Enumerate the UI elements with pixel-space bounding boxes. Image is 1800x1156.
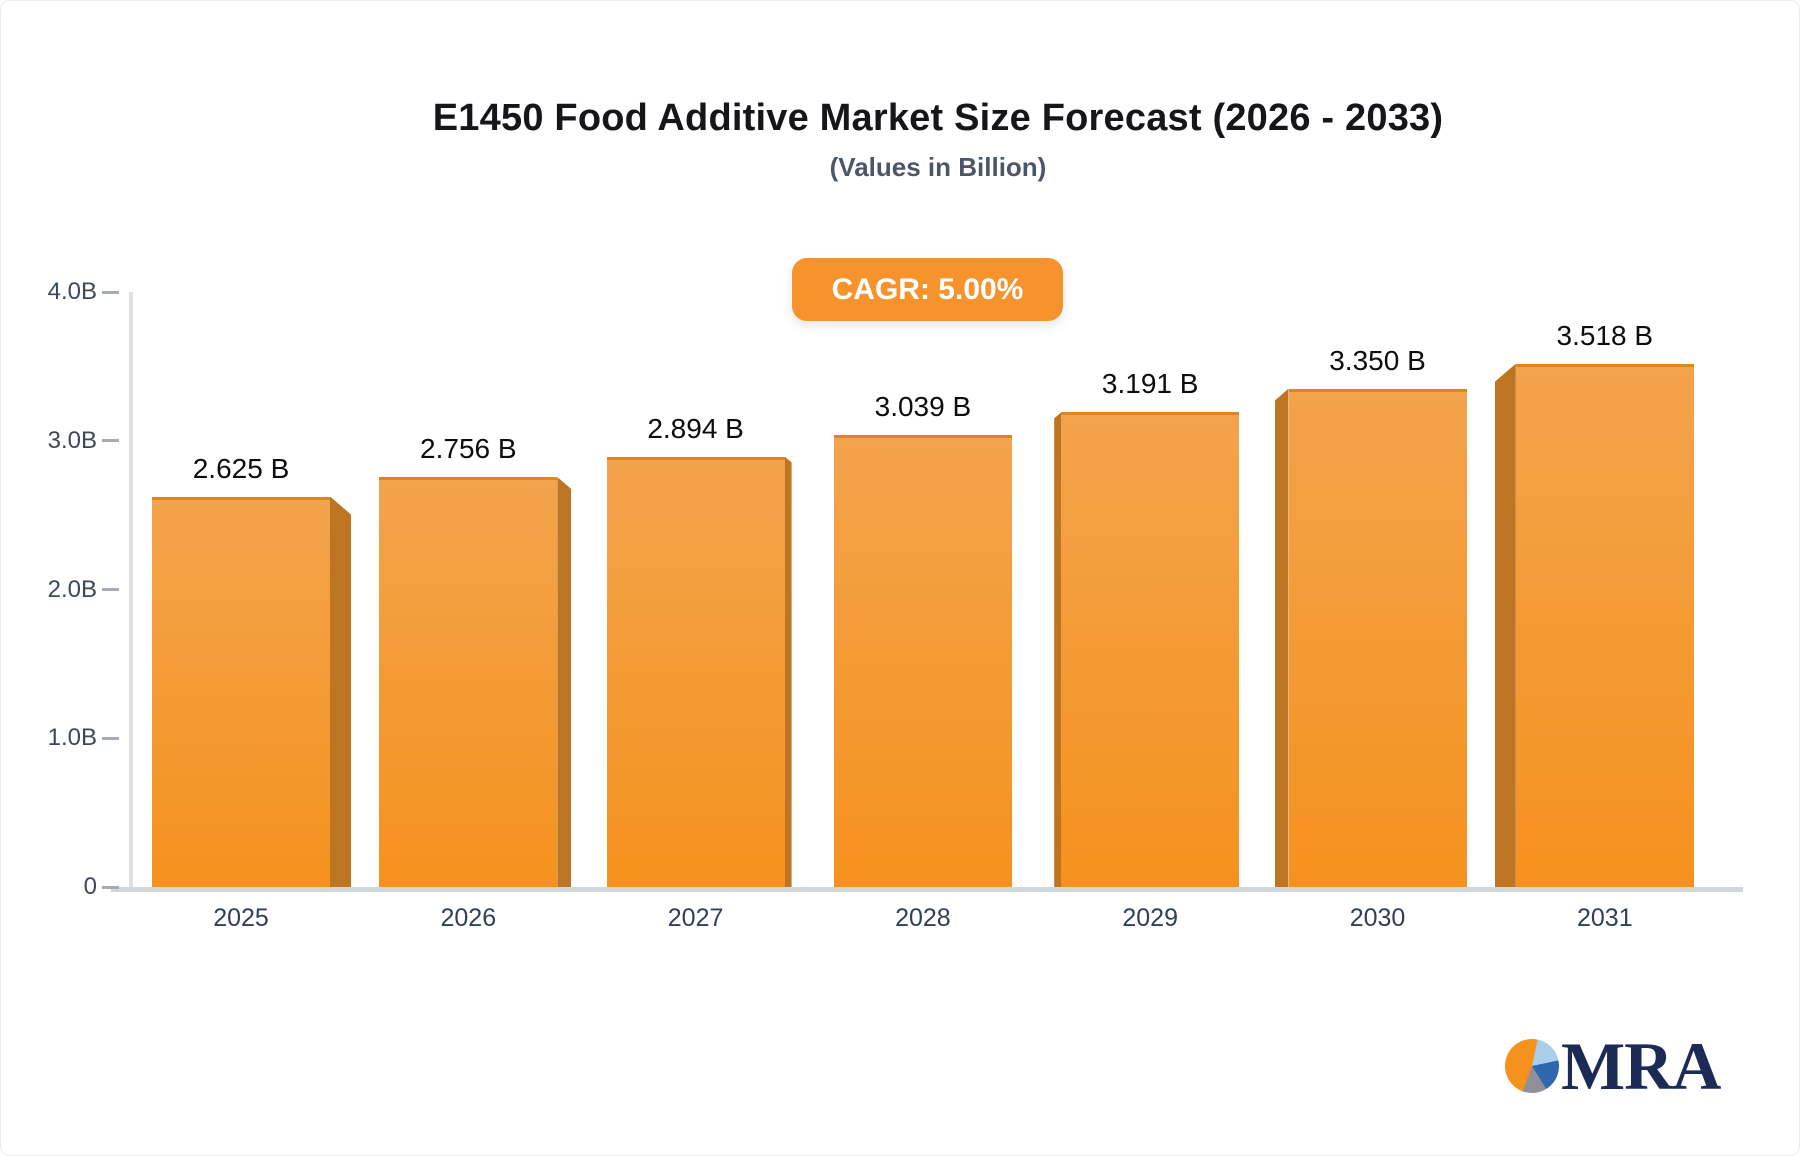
x-axis-line xyxy=(111,887,1743,892)
y-tick-label-4.0B: 4.0B xyxy=(47,278,97,305)
cagr-badge: CAGR: 5.00% xyxy=(792,258,1063,321)
y-tick-2.0B xyxy=(102,588,119,591)
x-axis-label-2031: 2031 xyxy=(1576,904,1633,932)
y-tick-label-1.0B: 1.0B xyxy=(47,724,97,752)
y-axis-line xyxy=(129,292,133,890)
bar-2025[interactable] xyxy=(152,496,330,887)
y-tick-label-3.0B: 3.0B xyxy=(47,426,97,454)
y-tick-3.0B xyxy=(102,439,119,443)
bar-side-2031 xyxy=(1494,363,1516,887)
chart-title: E1450 Food Additive Market Size Forecast… xyxy=(432,97,1444,139)
bar-2030[interactable] xyxy=(1288,388,1467,887)
y-tick-1.0B xyxy=(102,736,119,740)
y-tick-0 xyxy=(102,885,119,889)
chart-subtitle: (Values in Billion) xyxy=(829,152,1047,182)
bar-value-label-2025: 2.625 B xyxy=(192,452,290,484)
x-axis-label-2030: 2030 xyxy=(1349,904,1406,932)
x-axis-label-2028: 2028 xyxy=(895,904,951,932)
mra-logo-text: MRA xyxy=(1561,1028,1721,1104)
chart-header: E1450 Food Additive Market Size Forecast… xyxy=(75,97,1799,183)
bar-side-2026 xyxy=(557,477,572,887)
bar-side-2029 xyxy=(1054,412,1062,887)
bar-2028[interactable] xyxy=(833,434,1012,887)
y-tick-label-2.0B: 2.0B xyxy=(47,575,97,603)
bar-2026[interactable] xyxy=(379,477,558,887)
mra-logo: MRA xyxy=(1505,1028,1721,1104)
bar-2029[interactable] xyxy=(1061,412,1240,887)
x-axis-label-2026: 2026 xyxy=(440,904,497,932)
bar-2031[interactable] xyxy=(1515,363,1694,887)
mra-logo-pie-icon xyxy=(1505,1039,1559,1093)
bar-value-label-2028: 3.039 B xyxy=(874,390,972,422)
bar-value-label-2030: 3.350 B xyxy=(1329,344,1426,376)
bar-side-2027 xyxy=(784,456,792,887)
bar-value-label-2026: 2.756 B xyxy=(420,433,517,465)
bar-side-2030 xyxy=(1274,388,1289,887)
y-tick-4.0B xyxy=(102,290,119,294)
bar-2027[interactable] xyxy=(606,456,785,887)
y-tick-label-0: 0 xyxy=(83,873,97,900)
x-axis-label-2027: 2027 xyxy=(667,904,724,932)
bar-value-label-2029: 3.191 B xyxy=(1101,368,1199,400)
bar-value-label-2027: 2.894 B xyxy=(647,412,744,444)
bar-value-label-2031: 3.518 B xyxy=(1556,319,1654,351)
cagr-badge-label: CAGR: 5.00% xyxy=(831,272,1024,306)
x-axis-label-2025: 2025 xyxy=(213,904,269,932)
bar-side-2025 xyxy=(330,496,351,887)
x-axis-label-2029: 2029 xyxy=(1122,904,1178,932)
